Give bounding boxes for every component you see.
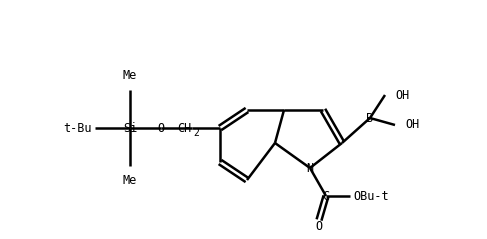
Text: Si: Si <box>123 121 137 135</box>
Text: CH: CH <box>178 121 192 135</box>
Text: 2: 2 <box>193 128 199 138</box>
Text: Me: Me <box>123 69 137 82</box>
Text: C: C <box>322 190 330 202</box>
Text: Me: Me <box>123 174 137 187</box>
Text: O: O <box>157 121 165 135</box>
Text: OH: OH <box>405 119 419 131</box>
Text: N: N <box>306 162 314 174</box>
Text: OH: OH <box>395 88 409 102</box>
Text: B: B <box>366 112 374 125</box>
Text: t-Bu: t-Bu <box>63 121 92 135</box>
Text: O: O <box>316 221 322 234</box>
Text: OBu-t: OBu-t <box>353 190 389 202</box>
